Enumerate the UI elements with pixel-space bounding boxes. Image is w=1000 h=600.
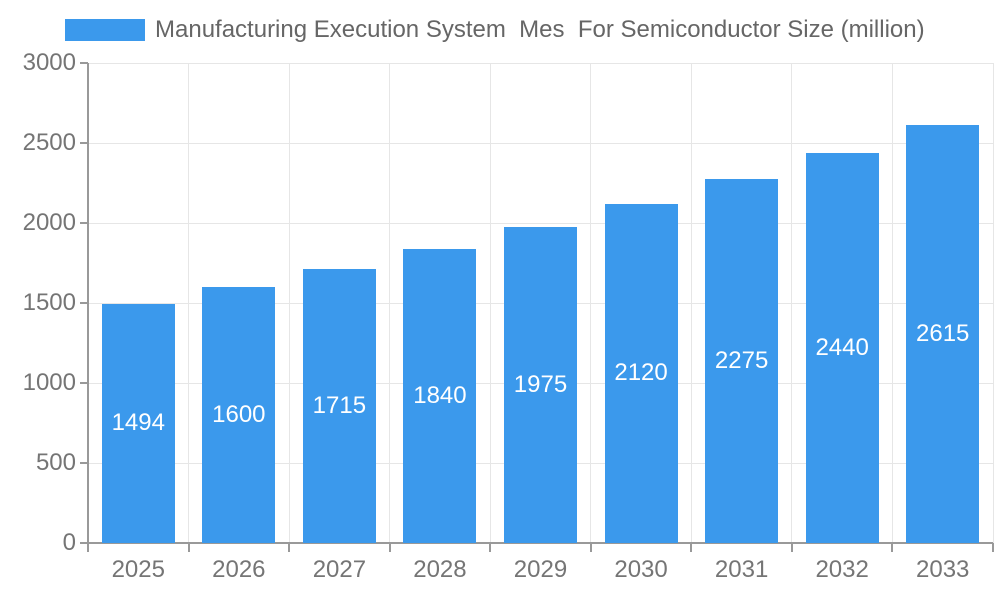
bar-value-label: 2120 xyxy=(614,359,668,387)
y-axis-tick xyxy=(80,222,88,224)
y-tick-label: 0 xyxy=(62,529,76,556)
x-tick-label: 2029 xyxy=(513,556,568,583)
legend: Manufacturing Execution System Mes For S… xyxy=(65,16,925,44)
chart-title: Manufacturing Execution System Mes For S… xyxy=(155,16,925,43)
bar-value-label: 1715 xyxy=(312,391,367,419)
x-axis-tick xyxy=(992,543,994,552)
bar[interactable]: 2275 xyxy=(705,179,779,543)
y-axis-tick xyxy=(80,62,88,64)
x-gridline xyxy=(590,63,592,543)
bar-value-label: 2615 xyxy=(916,319,970,347)
x-axis-line xyxy=(88,542,993,544)
x-gridline xyxy=(992,63,994,543)
x-axis-tick xyxy=(891,543,894,552)
x-tick-label: 2031 xyxy=(714,556,769,583)
x-axis-tick xyxy=(187,543,190,552)
legend-swatch[interactable] xyxy=(65,19,145,41)
bar[interactable]: 1715 xyxy=(302,268,376,543)
x-tick-label: 2030 xyxy=(614,556,668,583)
bar-value-label: 2440 xyxy=(815,333,869,361)
bar-value-label: 1840 xyxy=(413,381,467,409)
y-tick-label: 500 xyxy=(35,449,76,476)
bar-value-label: 2275 xyxy=(714,347,769,374)
y-gridline xyxy=(88,142,993,144)
x-tick-label: 2028 xyxy=(413,556,467,583)
y-axis-tick xyxy=(80,542,88,544)
x-gridline xyxy=(891,63,893,543)
bar-value-label: 1975 xyxy=(513,371,568,398)
y-tick-label: 1500 xyxy=(22,289,76,316)
y-tick-label: 3000 xyxy=(22,49,76,76)
x-gridline xyxy=(791,63,793,543)
y-axis-tick xyxy=(80,462,88,464)
y-axis-tick xyxy=(80,142,88,144)
x-tick-label: 2033 xyxy=(916,556,970,583)
x-gridline xyxy=(188,63,190,543)
x-axis-tick xyxy=(790,543,793,552)
x-gridline xyxy=(489,63,491,543)
y-axis-tick xyxy=(80,382,88,384)
x-axis-tick xyxy=(690,543,693,552)
x-gridline xyxy=(389,63,391,543)
bar[interactable]: 2440 xyxy=(805,152,879,543)
x-axis-tick xyxy=(388,543,391,552)
y-tick-label: 2000 xyxy=(22,209,76,236)
x-tick-label: 2025 xyxy=(111,556,165,583)
x-gridline xyxy=(288,63,290,543)
x-tick-label: 2032 xyxy=(815,556,869,583)
bar[interactable]: 2615 xyxy=(906,124,980,543)
y-tick-label: 2500 xyxy=(22,129,76,156)
x-axis-tick xyxy=(87,543,89,552)
y-axis-line xyxy=(87,63,89,543)
y-gridline xyxy=(88,222,993,224)
x-axis-tick xyxy=(489,543,492,552)
x-axis-tick xyxy=(589,543,592,552)
bar[interactable]: 1840 xyxy=(403,248,477,543)
bar[interactable]: 1975 xyxy=(504,227,577,543)
x-tick-label: 2026 xyxy=(212,556,266,583)
bar[interactable]: 2120 xyxy=(604,203,678,543)
x-gridline xyxy=(690,63,692,543)
y-tick-label: 1000 xyxy=(22,369,76,396)
bar-value-label: 1600 xyxy=(212,401,266,428)
bar-value-label: 1494 xyxy=(111,409,165,437)
y-gridline xyxy=(88,62,993,64)
x-axis-tick xyxy=(288,543,291,552)
y-axis-tick xyxy=(80,302,88,304)
bar[interactable]: 1494 xyxy=(101,303,175,543)
bar[interactable]: 1600 xyxy=(202,287,276,543)
x-tick-label: 2027 xyxy=(312,556,367,583)
